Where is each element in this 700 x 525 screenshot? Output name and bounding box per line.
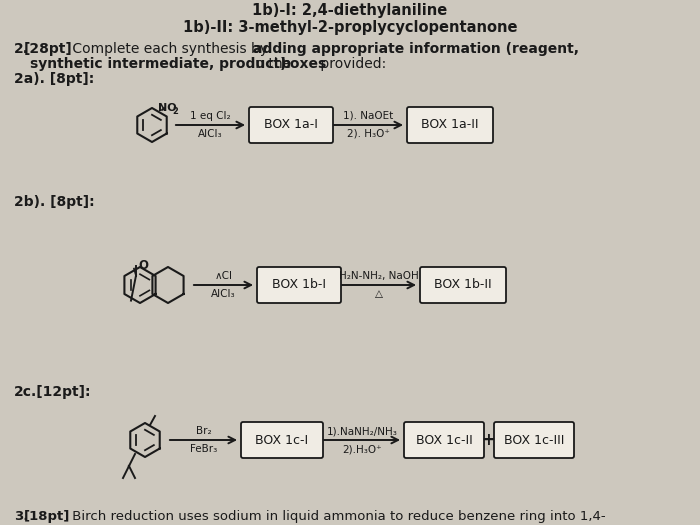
Text: 2b). [8pt]:: 2b). [8pt]: bbox=[14, 195, 94, 209]
Text: 1 eq Cl₂: 1 eq Cl₂ bbox=[190, 111, 231, 121]
Text: 2: 2 bbox=[172, 107, 178, 116]
Text: 1). NaOEt: 1). NaOEt bbox=[344, 111, 393, 121]
FancyBboxPatch shape bbox=[494, 422, 574, 458]
Text: BOX 1b-I: BOX 1b-I bbox=[272, 278, 326, 291]
Text: Birch reduction uses sodium in liquid ammonia to reduce benzene ring into 1,4-: Birch reduction uses sodium in liquid am… bbox=[68, 510, 606, 523]
Text: provided:: provided: bbox=[316, 57, 386, 71]
Text: 1b)-I: 2,4-diethylaniline: 1b)-I: 2,4-diethylaniline bbox=[253, 3, 447, 18]
Text: 2a). [8pt]:: 2a). [8pt]: bbox=[14, 72, 94, 86]
Text: H₂N-NH₂, NaOH: H₂N-NH₂, NaOH bbox=[339, 271, 419, 281]
Text: O: O bbox=[138, 259, 148, 271]
Text: AlCl₃: AlCl₃ bbox=[198, 129, 223, 139]
Text: BOX 1c-I: BOX 1c-I bbox=[256, 434, 309, 446]
Text: BOX 1a-I: BOX 1a-I bbox=[264, 119, 318, 131]
Text: 2c.[12pt]:: 2c.[12pt]: bbox=[14, 385, 92, 399]
FancyBboxPatch shape bbox=[249, 107, 333, 143]
Text: [28pt]: [28pt] bbox=[24, 42, 73, 56]
Text: FeBr₃: FeBr₃ bbox=[190, 444, 217, 454]
Text: 2).H₃O⁺: 2).H₃O⁺ bbox=[342, 444, 382, 454]
Text: △: △ bbox=[375, 289, 383, 299]
Text: +: + bbox=[481, 431, 495, 449]
FancyBboxPatch shape bbox=[241, 422, 323, 458]
Text: adding appropriate information (reagent,: adding appropriate information (reagent, bbox=[253, 42, 579, 56]
Text: synthetic intermediate, product): synthetic intermediate, product) bbox=[30, 57, 286, 71]
Text: 3.: 3. bbox=[14, 510, 29, 523]
Text: BOX 1c-II: BOX 1c-II bbox=[416, 434, 472, 446]
Text: BOX 1a-II: BOX 1a-II bbox=[421, 119, 479, 131]
Text: 2.: 2. bbox=[14, 42, 29, 56]
Text: 2). H₃O⁺: 2). H₃O⁺ bbox=[347, 129, 390, 139]
Text: 1).NaNH₂/NH₃: 1).NaNH₂/NH₃ bbox=[327, 426, 398, 436]
Text: Complete each synthesis by: Complete each synthesis by bbox=[68, 42, 272, 56]
Text: Br₂: Br₂ bbox=[196, 426, 211, 436]
Text: NO: NO bbox=[158, 103, 176, 113]
Text: 1b)-II: 3-methyl-2-proplycyclopentanone: 1b)-II: 3-methyl-2-proplycyclopentanone bbox=[183, 20, 517, 35]
FancyBboxPatch shape bbox=[420, 267, 506, 303]
Text: boxes: boxes bbox=[281, 57, 328, 71]
Text: BOX 1b-II: BOX 1b-II bbox=[434, 278, 492, 291]
FancyBboxPatch shape bbox=[257, 267, 341, 303]
Text: AlCl₃: AlCl₃ bbox=[211, 289, 236, 299]
FancyBboxPatch shape bbox=[407, 107, 493, 143]
FancyBboxPatch shape bbox=[404, 422, 484, 458]
Text: ∧Cl: ∧Cl bbox=[214, 271, 232, 281]
Text: in the: in the bbox=[247, 57, 295, 71]
Text: BOX 1c-III: BOX 1c-III bbox=[504, 434, 564, 446]
Text: [18pt]: [18pt] bbox=[24, 510, 71, 523]
